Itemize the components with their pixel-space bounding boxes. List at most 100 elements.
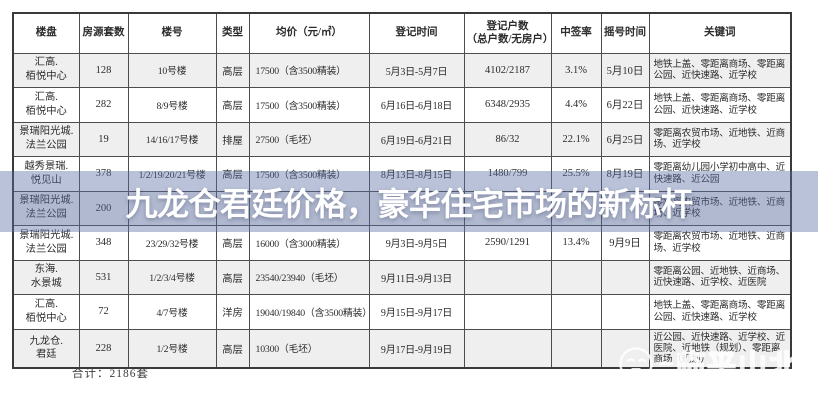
cell-units: 19 <box>78 121 129 157</box>
table-row: 越秀景瑞. 悦见山 378 1/2/19/20/21号楼 高层 17500（含3… <box>12 156 792 192</box>
cell-win-rate <box>550 190 602 226</box>
cell-keywords: 零距离农贸市场、近地铁、近商场、近学校 <box>648 225 792 261</box>
housing-lottery-table-wrap: 楼盘 房源套数 楼号 类型 均价（元/㎡） 登记时间 登记户数 （总户数/无房户… <box>12 12 792 370</box>
cell-building: 1/2/19/20/21号楼 <box>127 156 217 192</box>
cell-property: 景瑞阳光城. 法兰公园 <box>12 190 80 226</box>
cell-reg-time: 8月13日-8月15日 <box>368 156 465 192</box>
cell-keywords: 地铁上盖、零距离商场、零距离公园、近快速路、近学校 <box>648 87 792 123</box>
cell-units: 378 <box>78 156 129 192</box>
cell-win-rate: 25.5% <box>550 156 602 192</box>
cell-building: 1/2/3/4号楼 <box>127 259 217 295</box>
column-header-win-rate: 中签率 <box>550 12 602 54</box>
cell-reg-time: 5月3日-5月7日 <box>368 52 465 88</box>
cell-price: 23540/23940（毛坯） <box>248 259 370 295</box>
cell-units: 128 <box>78 52 129 88</box>
table-row: 东海. 水景城 531 1/2/3/4号楼 高层 23540/23940（毛坯）… <box>12 259 792 295</box>
cell-lottery <box>600 259 650 295</box>
cell-property: 景瑞阳光城. 法兰公园 <box>12 121 80 157</box>
cell-households: 6348/2935 <box>463 87 552 123</box>
watermark-text: 临平山北 <box>675 347 800 382</box>
table-row: 汇高. 栢悦中心 128 10号楼 高层 17500（含3500精装） 5月3日… <box>12 52 792 88</box>
watermark: 临平山北 <box>616 342 800 384</box>
cell-building: 8/9号楼 <box>127 87 217 123</box>
cell-win-rate: 22.1% <box>550 121 602 157</box>
cell-win-rate: 4.4% <box>550 87 602 123</box>
cell-property: 汇高. 栢悦中心 <box>12 52 80 88</box>
cell-lottery: 6月22日 <box>600 87 650 123</box>
cell-price: 10300（毛坯） <box>248 328 370 369</box>
column-header-keywords: 关键词 <box>648 12 792 54</box>
cell-property: 汇高. 栢悦中心 <box>12 294 80 330</box>
column-header-reg-time: 登记时间 <box>368 12 465 54</box>
column-header-households: 登记户数 （总户数/无房户） <box>463 12 552 54</box>
cell-keywords: 零距离公园、近地铁、近商场、近快速路、近学校、近医院 <box>648 259 792 295</box>
table-row: 景瑞阳光城. 法兰公园 19 14/16/17号楼 排屋 27500（毛坯） 6… <box>12 121 792 157</box>
cell-type: 高层 <box>215 52 250 88</box>
cell-building: 10号楼 <box>127 52 217 88</box>
cell-lottery: 9月9日 <box>600 225 650 261</box>
cell-building: 4/7号楼 <box>127 294 217 330</box>
cell-households: 86/32 <box>463 121 552 157</box>
cell-building: 1/2号楼 <box>127 328 217 369</box>
table-row: 汇高. 栢悦中心 282 8/9号楼 高层 17500（含3500精装） 6月1… <box>12 87 792 123</box>
cell-price: 17500（含3500精装） <box>248 87 370 123</box>
cell-property: 景瑞阳光城. 法兰公园 <box>12 225 80 261</box>
cell-lottery: 5月10日 <box>600 52 650 88</box>
cell-type: 高层 <box>215 328 250 369</box>
cell-households <box>463 328 552 369</box>
column-header-lottery: 摇号时间 <box>600 12 650 54</box>
cell-keywords: 零距离农贸市场、近地铁、近商场、近学校 <box>648 190 792 226</box>
table-body: 汇高. 栢悦中心 128 10号楼 高层 17500（含3500精装） 5月3日… <box>12 52 792 369</box>
table-header-row: 楼盘 房源套数 楼号 类型 均价（元/㎡） 登记时间 登记户数 （总户数/无房户… <box>12 12 792 54</box>
cell-households <box>463 259 552 295</box>
cell-type: 高层 <box>215 87 250 123</box>
cell-units: 282 <box>78 87 129 123</box>
cell-units: 228 <box>78 328 129 369</box>
column-header-property: 楼盘 <box>12 12 80 54</box>
cell-lottery <box>600 294 650 330</box>
cell-building: 23/29/32号楼 <box>127 225 217 261</box>
watermark-dash <box>658 361 673 365</box>
cell-price: 27500（毛坯） <box>248 121 370 157</box>
cell-type: 高层 <box>215 259 250 295</box>
cell-households: 4102/2187 <box>463 52 552 88</box>
cell-price: 19040/19840（含3500精装） <box>248 294 370 330</box>
cell-property: 汇高. 栢悦中心 <box>12 87 80 123</box>
cell-reg-time: 6月19日-6月21日 <box>368 121 465 157</box>
smiley-face-icon <box>616 343 656 383</box>
cell-win-rate: 13.4% <box>550 225 602 261</box>
cell-win-rate: 3.1% <box>550 52 602 88</box>
cell-lottery: 8月19日 <box>600 156 650 192</box>
cell-units: 72 <box>78 294 129 330</box>
cell-reg-time <box>368 190 465 226</box>
cell-keywords: 零距离幼儿园小学初中高中、近快速路、近公园 <box>648 156 792 192</box>
column-header-type: 类型 <box>215 12 250 54</box>
table-row: 汇高. 栢悦中心 72 4/7号楼 洋房 19040/19840（含3500精装… <box>12 294 792 330</box>
cell-keywords: 地铁上盖、零距离商场、零距离公园、近快速路、近学校 <box>648 294 792 330</box>
housing-lottery-table: 楼盘 房源套数 楼号 类型 均价（元/㎡） 登记时间 登记户数 （总户数/无房户… <box>12 12 792 370</box>
cell-property: 东海. 水景城 <box>12 259 80 295</box>
cell-win-rate <box>550 328 602 369</box>
cell-keywords: 近公园、近快速路、近学校、近医院、近地铁（规划）、零距离商场（规划） <box>648 328 792 369</box>
column-header-units: 房源套数 <box>78 12 129 54</box>
cell-win-rate <box>550 259 602 295</box>
column-header-building: 楼号 <box>127 12 217 54</box>
cell-households: 1480/799 <box>463 156 552 192</box>
cell-type: 排屋 <box>215 121 250 157</box>
cell-keywords: 地铁上盖、零距离商场、零距离公园、近快速路、近学校 <box>648 52 792 88</box>
cell-reg-time: 9月15日-9月17日 <box>368 294 465 330</box>
cell-lottery: 6月25日 <box>600 121 650 157</box>
cell-property: 九龙仓. 君廷 <box>12 328 80 369</box>
cell-reg-time: 6月16日-6月18日 <box>368 87 465 123</box>
cell-units: 200 <box>78 190 129 226</box>
cell-households <box>463 294 552 330</box>
cell-price: 16000（含3000精装） <box>248 225 370 261</box>
cell-units: 531 <box>78 259 129 295</box>
cell-units: 348 <box>78 225 129 261</box>
total-units-label: 合计：2186套 <box>72 368 149 380</box>
cell-reg-time: 9月17日-9月19日 <box>368 328 465 369</box>
cell-price: 17500（含3500精装） <box>248 52 370 88</box>
cell-type: 高层 <box>215 156 250 192</box>
cell-building: 14/16/17号楼 <box>127 121 217 157</box>
headline-title: 九龙仓君廷价格，豪华住宅市场的新标杆 <box>125 184 693 223</box>
